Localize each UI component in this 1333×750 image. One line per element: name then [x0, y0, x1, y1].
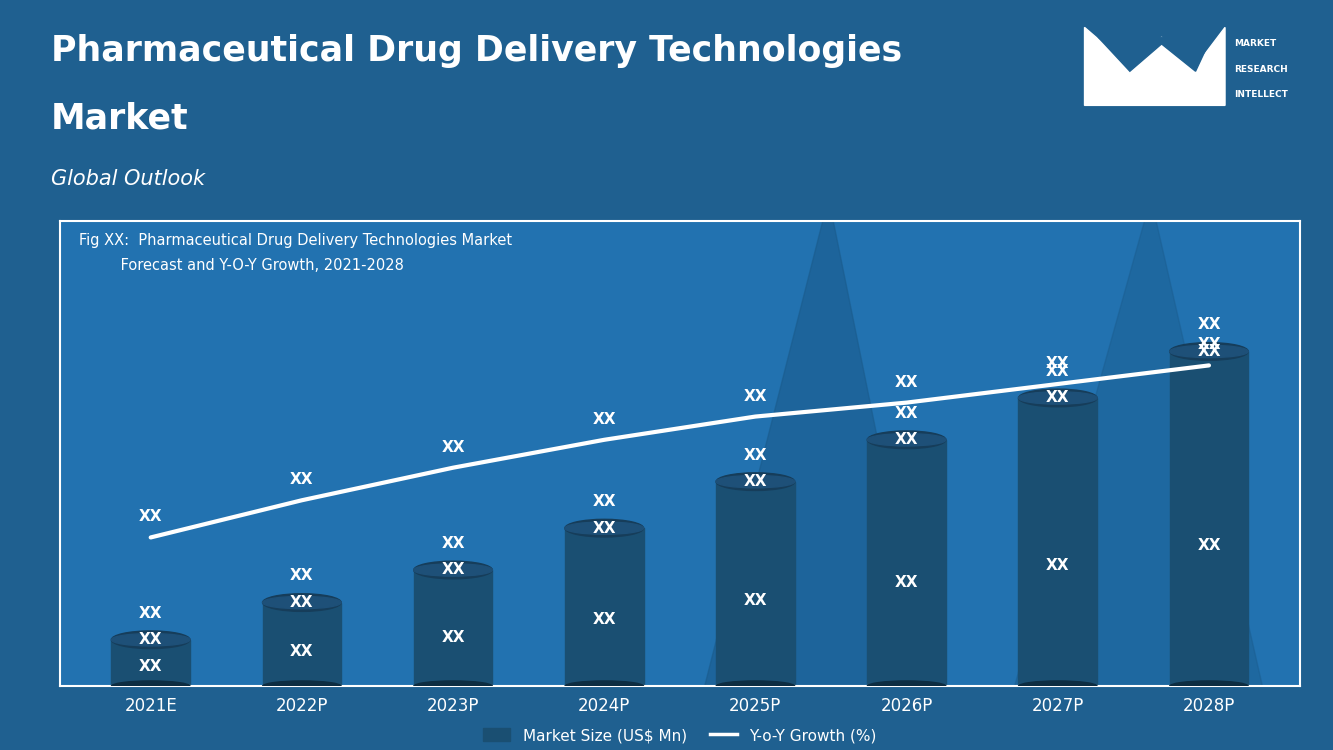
Bar — [1169, 352, 1248, 686]
Ellipse shape — [716, 681, 794, 692]
Ellipse shape — [716, 476, 794, 488]
Ellipse shape — [1018, 389, 1097, 406]
Text: XX: XX — [894, 432, 918, 447]
Bar — [413, 570, 492, 686]
Text: XX: XX — [744, 592, 768, 608]
Polygon shape — [1014, 198, 1262, 686]
Ellipse shape — [868, 681, 946, 692]
Text: XX: XX — [139, 659, 163, 674]
Ellipse shape — [112, 631, 191, 649]
Text: XX: XX — [1046, 558, 1069, 573]
Bar — [112, 640, 191, 686]
Ellipse shape — [1018, 392, 1097, 404]
Text: MARKET: MARKET — [1234, 40, 1276, 49]
Text: XX: XX — [441, 630, 465, 645]
Text: Fig XX:  Pharmaceutical Drug Delivery Technologies Market: Fig XX: Pharmaceutical Drug Delivery Tec… — [79, 232, 512, 248]
Ellipse shape — [565, 522, 644, 534]
Text: INTELLECT: INTELLECT — [1234, 90, 1288, 99]
Text: XX: XX — [744, 448, 768, 463]
Text: XX: XX — [441, 562, 465, 578]
Text: XX: XX — [744, 388, 768, 404]
Bar — [1018, 398, 1097, 686]
Ellipse shape — [263, 681, 341, 692]
Text: XX: XX — [592, 520, 616, 536]
Text: XX: XX — [291, 472, 313, 488]
Text: XX: XX — [592, 494, 616, 509]
Text: XX: XX — [894, 374, 918, 389]
Text: XX: XX — [441, 440, 465, 454]
Ellipse shape — [1169, 343, 1248, 360]
Ellipse shape — [413, 561, 492, 579]
Ellipse shape — [413, 681, 492, 692]
Text: XX: XX — [1197, 338, 1221, 352]
Ellipse shape — [263, 596, 341, 609]
Text: XX: XX — [1197, 317, 1221, 332]
Text: XX: XX — [744, 474, 768, 489]
Text: Forecast and Y-O-Y Growth, 2021-2028: Forecast and Y-O-Y Growth, 2021-2028 — [79, 259, 404, 274]
Text: XX: XX — [291, 568, 313, 584]
Ellipse shape — [112, 681, 191, 692]
Text: Global Outlook: Global Outlook — [51, 169, 205, 189]
Polygon shape — [1085, 27, 1225, 106]
Text: XX: XX — [1046, 356, 1069, 371]
Polygon shape — [705, 198, 928, 686]
Ellipse shape — [716, 472, 794, 490]
Text: XX: XX — [894, 406, 918, 421]
Bar — [716, 482, 794, 686]
Ellipse shape — [413, 564, 492, 576]
Text: XX: XX — [894, 575, 918, 590]
Ellipse shape — [565, 681, 644, 692]
Text: XX: XX — [139, 606, 163, 621]
Text: Market: Market — [51, 101, 188, 135]
Bar — [565, 528, 644, 686]
Text: RESEARCH: RESEARCH — [1234, 64, 1288, 74]
Text: XX: XX — [291, 644, 313, 658]
Text: XX: XX — [1046, 391, 1069, 406]
Ellipse shape — [112, 634, 191, 646]
Polygon shape — [1098, 37, 1212, 71]
Text: XX: XX — [139, 509, 163, 524]
Text: XX: XX — [139, 632, 163, 647]
Text: XX: XX — [1197, 344, 1221, 359]
Text: Pharmaceutical Drug Delivery Technologies: Pharmaceutical Drug Delivery Technologie… — [51, 34, 902, 68]
Ellipse shape — [1169, 681, 1248, 692]
Text: XX: XX — [592, 612, 616, 627]
Ellipse shape — [1169, 345, 1248, 358]
Bar — [263, 602, 341, 686]
Text: XX: XX — [1197, 538, 1221, 554]
Ellipse shape — [868, 433, 946, 446]
Bar — [868, 440, 946, 686]
Text: XX: XX — [441, 536, 465, 551]
Text: XX: XX — [291, 595, 313, 610]
Ellipse shape — [565, 519, 644, 537]
Text: XX: XX — [592, 412, 616, 427]
Ellipse shape — [263, 594, 341, 611]
Legend: Market Size (US$ Mn), Y-o-Y Growth (%): Market Size (US$ Mn), Y-o-Y Growth (%) — [476, 721, 884, 750]
Ellipse shape — [868, 431, 946, 448]
Ellipse shape — [1018, 681, 1097, 692]
Text: XX: XX — [1046, 364, 1069, 379]
